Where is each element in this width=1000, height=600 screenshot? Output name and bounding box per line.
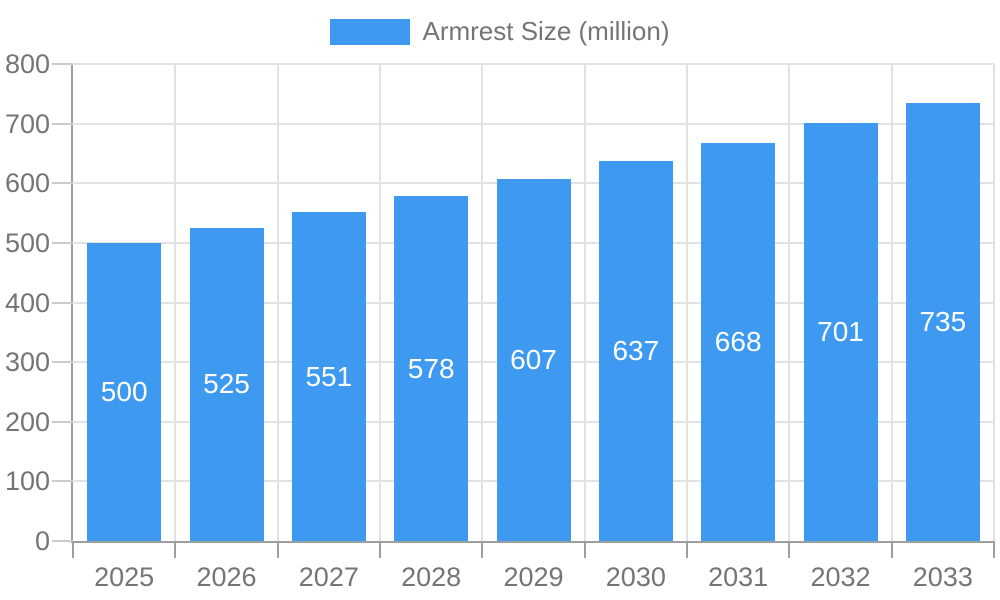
gridline-horizontal — [73, 63, 994, 65]
y-axis-label: 800 — [4, 49, 50, 79]
y-axis-tick — [52, 480, 73, 483]
y-axis-tick — [52, 63, 73, 65]
x-axis-label: 2032 — [810, 562, 871, 592]
x-axis-tick — [72, 541, 74, 558]
x-axis-label: 2025 — [94, 562, 155, 592]
bar-value-label: 637 — [612, 335, 660, 367]
bar-value-label: 701 — [817, 316, 864, 348]
y-axis-tick — [52, 420, 73, 423]
y-axis-label: 200 — [4, 406, 50, 437]
x-axis-label: 2033 — [912, 562, 973, 592]
x-axis-tick — [686, 541, 688, 558]
bar-value-label: 551 — [305, 360, 353, 392]
y-axis-label: 100 — [4, 466, 50, 497]
bar: 607 — [496, 179, 571, 541]
y-axis-tick — [52, 241, 73, 244]
y-axis-tick — [52, 301, 73, 304]
gridline-vertical — [583, 64, 586, 541]
y-axis-label: 500 — [4, 227, 50, 258]
y-axis-label: 300 — [4, 347, 50, 378]
y-axis-tick — [52, 122, 73, 125]
y-axis-tick — [52, 182, 73, 185]
bar-value-label: 525 — [203, 368, 250, 400]
gridline-vertical — [174, 64, 177, 541]
gridline-vertical — [481, 64, 484, 541]
x-axis-tick — [379, 541, 381, 558]
x-axis-tick — [890, 541, 893, 558]
gridline-vertical — [276, 64, 279, 541]
plot-area: 0 100 200 300 400 500 600 700 800 2025 2026 2027 202… — [5, 50, 995, 592]
x-axis-tick — [788, 541, 791, 558]
x-axis-label: 2028 — [401, 562, 462, 592]
gridline-horizontal — [73, 122, 994, 125]
legend-label: Armrest Size (million) — [422, 16, 670, 46]
bar-value-label: 668 — [714, 325, 762, 357]
x-axis-label: 2027 — [298, 562, 359, 592]
y-axis-tick — [52, 361, 73, 364]
y-axis-label: 700 — [4, 108, 50, 139]
x-axis-label: 2029 — [503, 562, 564, 592]
x-axis-label: 2031 — [708, 562, 769, 592]
legend-swatch-icon — [330, 18, 411, 45]
x-axis-label: 2030 — [605, 562, 666, 592]
bar-value-label: 578 — [407, 352, 455, 384]
bar-value-label: 500 — [100, 375, 148, 407]
gridline-vertical — [379, 64, 381, 541]
bar: 637 — [598, 161, 673, 541]
y-axis-label: 600 — [4, 168, 50, 199]
x-axis-tick — [583, 541, 586, 558]
gridline-vertical — [993, 64, 995, 541]
bar: 701 — [803, 123, 878, 541]
x-axis-tick — [993, 541, 995, 558]
bar: 735 — [905, 102, 980, 541]
chart-legend: Armrest Size (million) — [0, 16, 1000, 47]
bar-value-label: 735 — [919, 305, 967, 337]
bar-value-label: 607 — [510, 344, 557, 376]
gridline-vertical — [686, 64, 688, 541]
x-axis-tick — [481, 541, 484, 558]
gridline-vertical — [788, 64, 791, 541]
gridline-vertical — [890, 64, 893, 541]
bar: 551 — [291, 212, 366, 541]
y-axis-tick — [52, 540, 73, 542]
bar: 500 — [87, 242, 162, 541]
bar: 668 — [701, 142, 776, 541]
legend-item-armrest-size[interactable]: Armrest Size (million) — [330, 16, 670, 47]
bar: 525 — [189, 227, 264, 541]
bar: 578 — [394, 196, 469, 541]
x-axis-label: 2026 — [196, 562, 257, 592]
x-axis-tick — [174, 541, 177, 558]
y-axis-label: 0 — [34, 526, 50, 556]
x-axis-tick — [276, 541, 279, 558]
y-axis-label: 400 — [4, 287, 50, 318]
